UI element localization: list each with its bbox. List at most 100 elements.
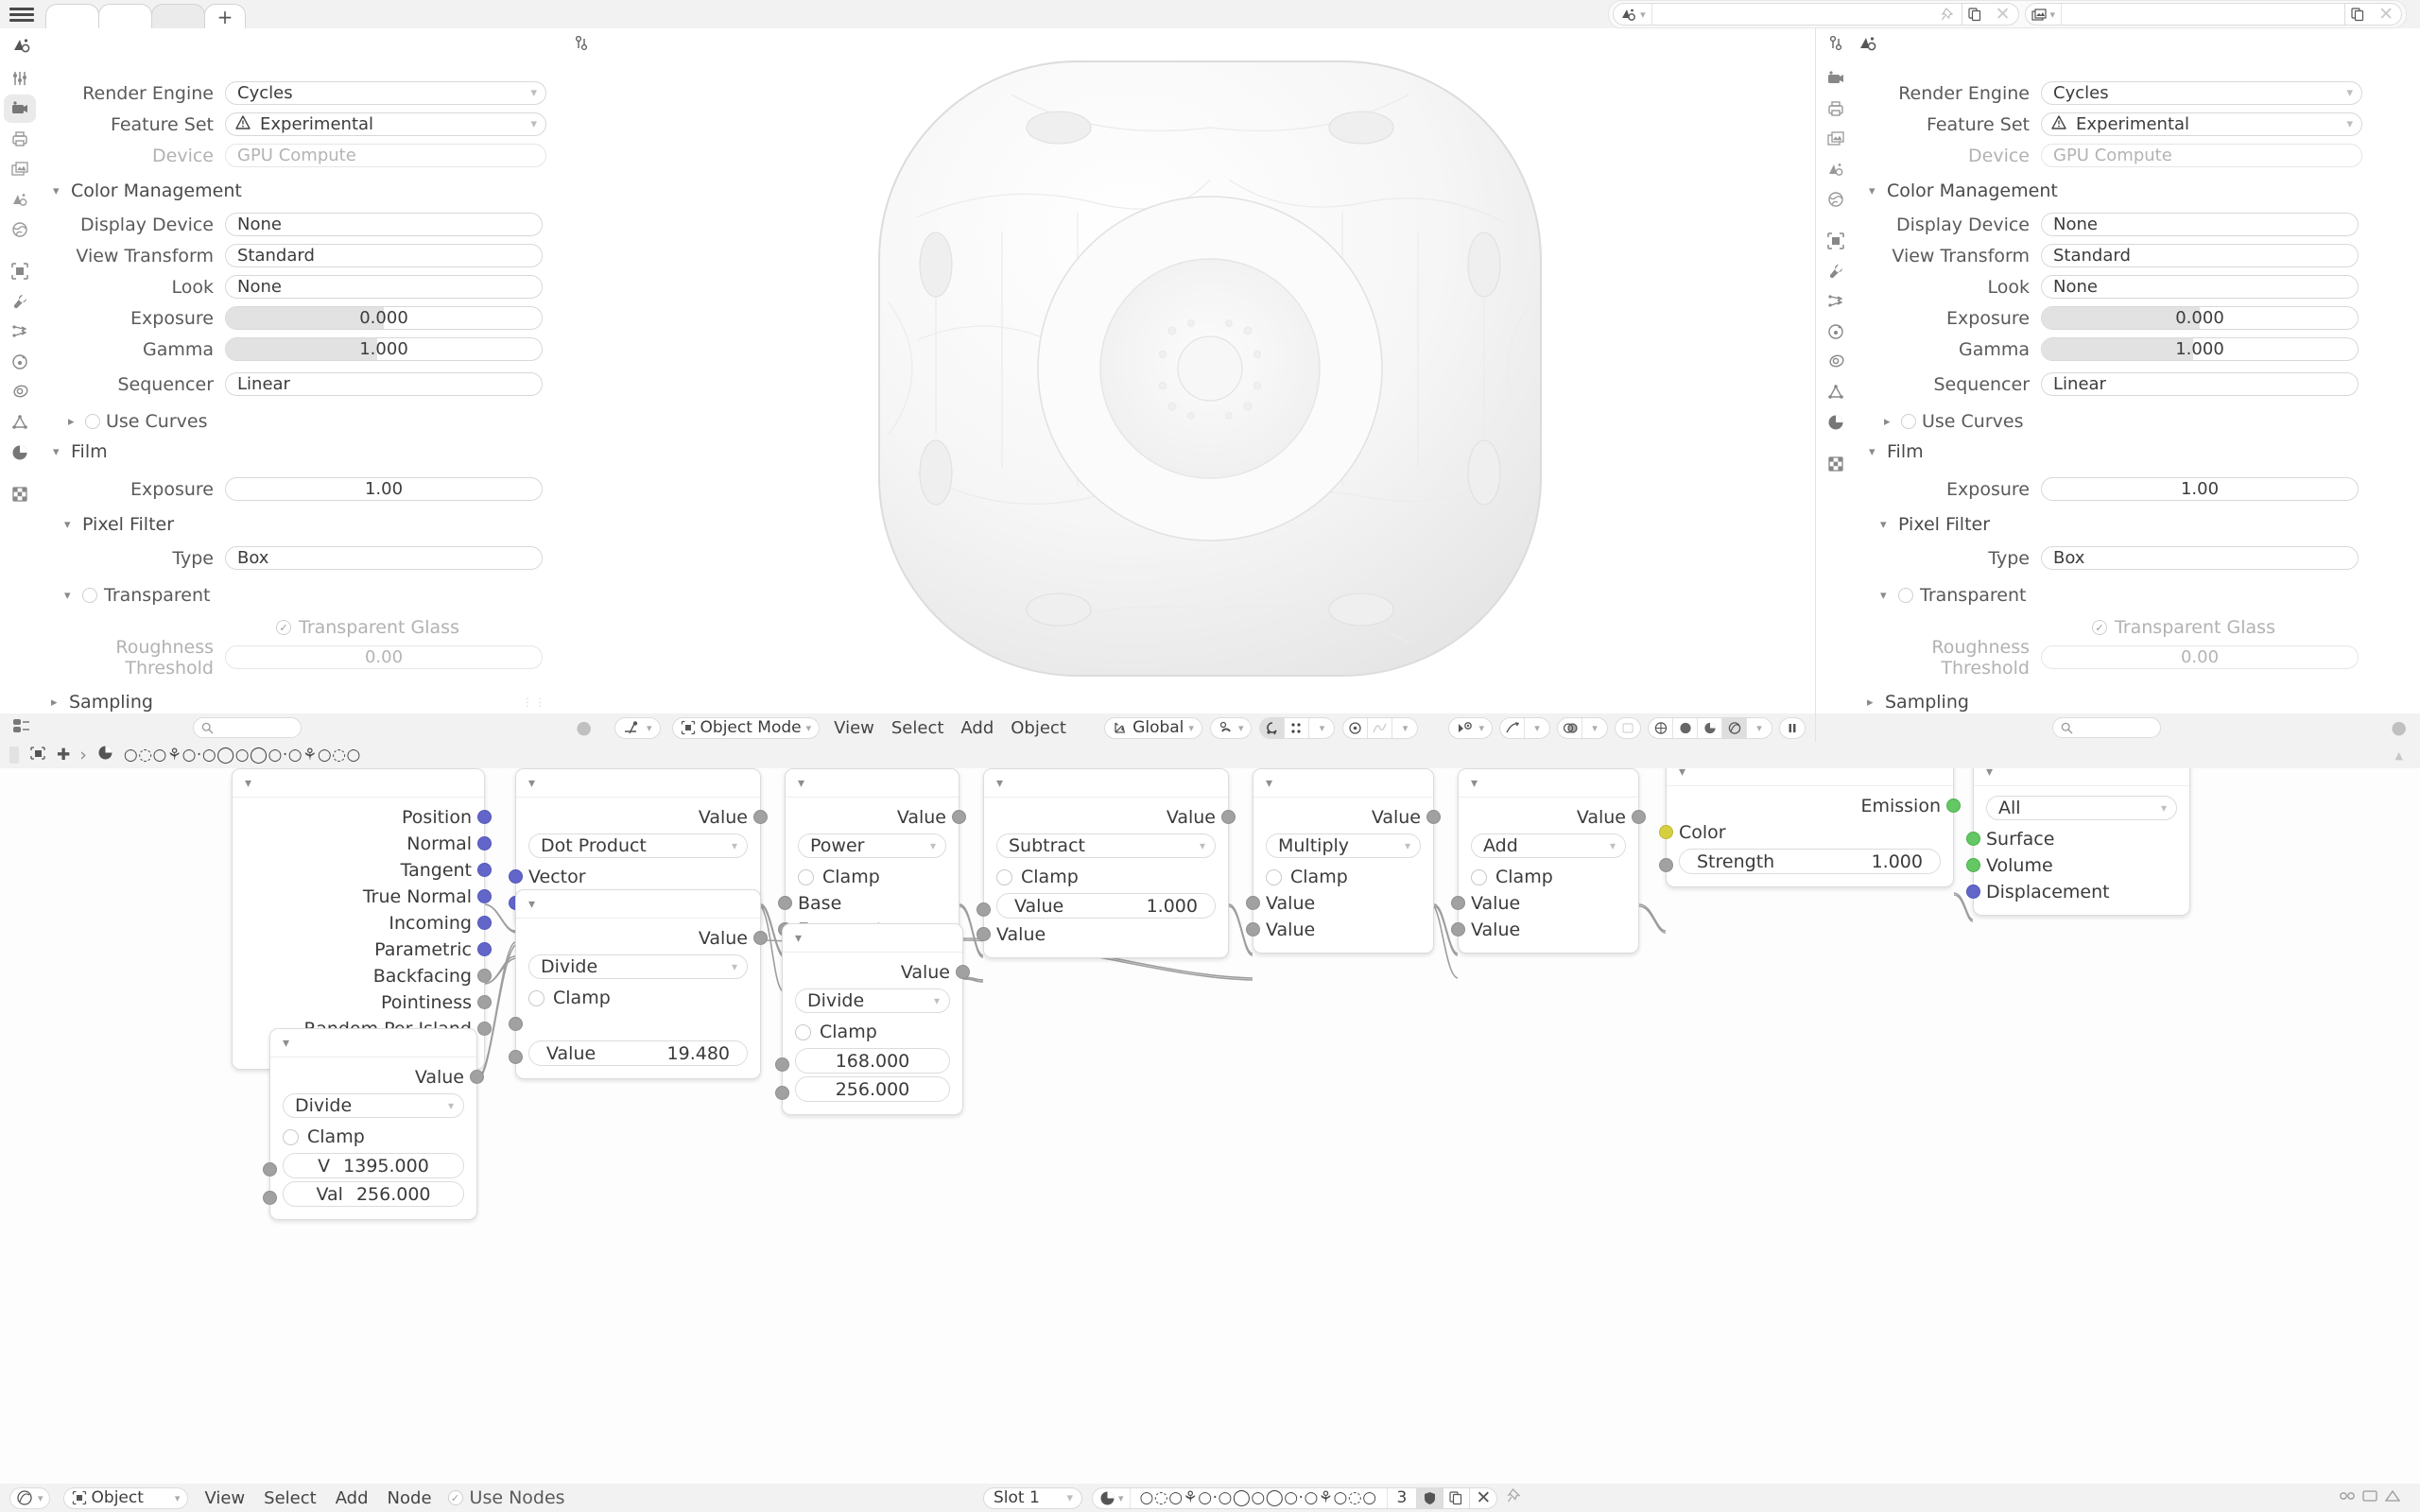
- scrollbar-vertical[interactable]: ▲: [2394, 748, 2403, 762]
- node-output-backfacing[interactable]: Backfacing: [233, 963, 492, 989]
- node-output-value[interactable]: Value: [984, 804, 1236, 831]
- material-datablock[interactable]: ▾ ○◌○⚘○·○◯○◯○·○⚘○◌○ 3 ✕: [1092, 1486, 1498, 1509]
- math-operation-dropdown[interactable]: Divide ▾: [795, 988, 950, 1013]
- copy-icon[interactable]: [1443, 1487, 1469, 1508]
- properties-tab-scene-r[interactable]: [1820, 155, 1852, 183]
- pixel-filter-type-field[interactable]: Box: [225, 546, 543, 570]
- transform-orientation-selector[interactable]: Global ▾: [1104, 716, 1202, 739]
- properties-tab-view-layer[interactable]: [4, 155, 36, 183]
- socket-true-normal[interactable]: [477, 889, 492, 903]
- shading-rendered-icon[interactable]: [1722, 717, 1747, 738]
- main-menu-icon[interactable]: [9, 6, 34, 23]
- socket-position[interactable]: [477, 810, 492, 824]
- section-transparent-r[interactable]: ▾ Transparent: [1880, 585, 2413, 606]
- node-output-value[interactable]: Value: [1459, 804, 1646, 831]
- viewport-mode-selector[interactable]: Object Mode ▾: [671, 716, 821, 739]
- strength-field[interactable]: Strength 1.000: [1679, 849, 1941, 874]
- shading-wireframe-icon[interactable]: [1649, 717, 1673, 738]
- transparent-checkbox[interactable]: [82, 588, 97, 603]
- socket-value-out[interactable]: [470, 1070, 484, 1084]
- node-input-value-2[interactable]: Value: [1451, 917, 1638, 943]
- properties-tab-constraints[interactable]: [4, 378, 36, 406]
- node-output-normal[interactable]: Normal: [233, 831, 492, 857]
- socket-color[interactable]: [1659, 825, 1673, 839]
- proportional-falloff-icon[interactable]: [1285, 717, 1310, 738]
- node-output-incoming[interactable]: Incoming: [233, 910, 492, 936]
- section-pixel-filter-r[interactable]: ▾ Pixel Filter: [1880, 514, 2413, 535]
- chevron-down-icon[interactable]: ▾: [1534, 721, 1540, 734]
- render-engine-field[interactable]: Cycles ▾: [225, 81, 546, 105]
- viewport-menu-select[interactable]: Select: [890, 717, 944, 738]
- pin-icon[interactable]: [1507, 1487, 1523, 1508]
- clamp-toggle[interactable]: Clamp: [516, 985, 760, 1011]
- grip-icon[interactable]: ⋮⋮: [522, 696, 546, 709]
- clamp-toggle[interactable]: Clamp: [783, 1019, 962, 1045]
- sequencer-field[interactable]: Linear: [225, 372, 543, 396]
- socket-vector-1[interactable]: [509, 869, 523, 884]
- view-transform-field-r[interactable]: Standard: [2041, 244, 2359, 267]
- node-collapse-toggle[interactable]: ▾: [1253, 769, 1433, 798]
- socket-value-in-1[interactable]: [509, 1017, 523, 1031]
- feature-set-field[interactable]: Experimental ▾: [225, 112, 546, 136]
- math-divide-node-19[interactable]: ▾ Value Divide ▾ Clamp Value 19.480: [509, 889, 768, 1079]
- use-nodes-toggle[interactable]: ✓ Use Nodes: [447, 1487, 565, 1508]
- socket-volume[interactable]: [1966, 858, 1980, 872]
- chevron-down-icon[interactable]: ▾: [1402, 721, 1409, 734]
- properties-tab-object-r[interactable]: [1820, 227, 1852, 255]
- socket-parametric[interactable]: [477, 942, 492, 956]
- cm-exposure-slider-r[interactable]: 0.000: [2041, 306, 2359, 330]
- socket-value-out[interactable]: [1221, 810, 1236, 824]
- node-output-tangent[interactable]: Tangent: [233, 857, 492, 884]
- properties-tab-particles-r[interactable]: [1820, 287, 1852, 316]
- search-input-right[interactable]: [2052, 717, 2161, 738]
- search-input[interactable]: [193, 717, 302, 738]
- object-icon[interactable]: [28, 745, 47, 766]
- properties-tab-physics-r[interactable]: [1820, 318, 1852, 346]
- node-collapse-toggle[interactable]: ▾: [984, 769, 1228, 798]
- socket-value-in-1[interactable]: [1246, 896, 1260, 910]
- properties-tab-texture[interactable]: [4, 480, 36, 508]
- math-divide-node-168[interactable]: ▾ Value Divide ▾ Clamp 168.000 25: [775, 923, 970, 1115]
- value-field[interactable]: Value 19.480: [528, 1040, 748, 1066]
- socket-emission-out[interactable]: [1946, 799, 1961, 813]
- socket-random-per-island[interactable]: [477, 1022, 492, 1036]
- use-curves-checkbox[interactable]: [85, 414, 100, 429]
- shading-material-preview-icon[interactable]: [1698, 717, 1722, 738]
- node-input-value-1[interactable]: Value: [1451, 890, 1638, 917]
- node-collapse-toggle[interactable]: ▾: [270, 1029, 476, 1057]
- transparent-glass-row[interactable]: ✓ Transparent Glass: [276, 617, 556, 638]
- node-output-value[interactable]: Value: [786, 804, 966, 831]
- clamp-checkbox[interactable]: [1471, 868, 1487, 885]
- properties-tab-object-data-r[interactable]: [1820, 378, 1852, 406]
- socket-value-in-2[interactable]: [977, 927, 991, 941]
- socket-value-in-2[interactable]: [263, 1191, 277, 1205]
- status-menu-select[interactable]: Select: [264, 1487, 317, 1508]
- properties-tab-modifiers[interactable]: [4, 287, 36, 316]
- node-input-displacement[interactable]: Displacement: [1966, 879, 2189, 905]
- plus-icon[interactable]: ✚: [57, 746, 71, 765]
- editor-type-icon[interactable]: [1858, 35, 1878, 57]
- socket-value-in-2[interactable]: [1246, 922, 1260, 936]
- gizmo-group[interactable]: ▾: [1499, 716, 1550, 739]
- clamp-checkbox[interactable]: [795, 1023, 811, 1040]
- viewlayer-name-field[interactable]: [2061, 4, 2344, 25]
- section-transparent[interactable]: ▾ Transparent: [64, 585, 556, 606]
- value-field-1[interactable]: 168.000: [795, 1048, 950, 1074]
- view-transform-field[interactable]: Standard: [225, 244, 543, 267]
- material-icon[interactable]: ▾: [1093, 1488, 1130, 1508]
- socket-value-out[interactable]: [753, 931, 768, 945]
- node-input-base[interactable]: Base: [778, 890, 959, 917]
- material-users-count[interactable]: 3: [1386, 1487, 1417, 1508]
- socket-value-in-1[interactable]: [263, 1162, 277, 1177]
- socket-value-out[interactable]: [952, 810, 966, 824]
- node-output-value[interactable]: Value: [516, 925, 768, 952]
- viewlayer-selector[interactable]: ▾ ✕: [2024, 3, 2402, 26]
- status-icon-3[interactable]: [2384, 1487, 2401, 1508]
- material-name-field[interactable]: ○◌○⚘○·○◯○◯○·○⚘○◌○: [1139, 1488, 1377, 1507]
- socket-backfacing[interactable]: [477, 969, 492, 983]
- properties-filter-icon[interactable]: [573, 35, 590, 57]
- clamp-checkbox[interactable]: [283, 1128, 299, 1145]
- status-menu-add[interactable]: Add: [335, 1487, 369, 1508]
- node-input-value-2[interactable]: Value: [1246, 917, 1433, 943]
- properties-tab-world-r[interactable]: [1820, 185, 1852, 214]
